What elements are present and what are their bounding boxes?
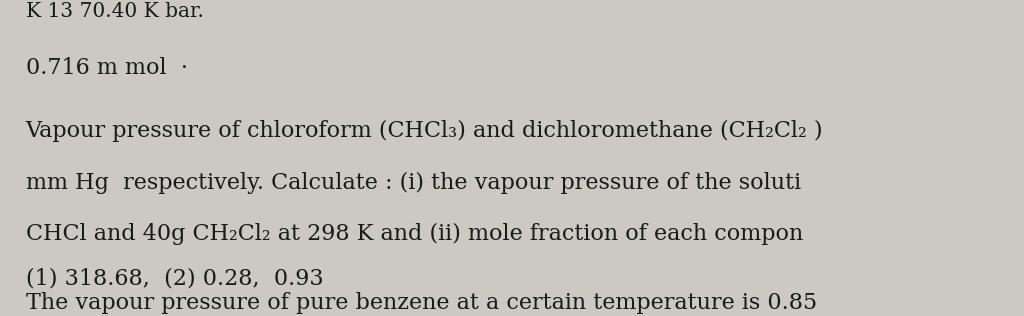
Text: CHCl and 40g CH₂Cl₂ at 298 K and (ii) mole fraction of each compon: CHCl and 40g CH₂Cl₂ at 298 K and (ii) mo…: [26, 223, 803, 245]
Text: (1) 318.68,  (2) 0.28,  0.93: (1) 318.68, (2) 0.28, 0.93: [26, 267, 324, 289]
Text: The vapour pressure of pure benzene at a certain temperature is 0.85: The vapour pressure of pure benzene at a…: [26, 292, 817, 314]
Text: mm Hg  respectively. Calculate : (i) the vapour pressure of the soluti: mm Hg respectively. Calculate : (i) the …: [26, 172, 801, 194]
Text: 0.716 m mol  ·: 0.716 m mol ·: [26, 57, 187, 79]
Text: K 13 70.40 K bar.: K 13 70.40 K bar.: [26, 2, 204, 21]
Text: Vapour pressure of chloroform (CHCl₃) and dichloromethane (CH₂Cl₂ ): Vapour pressure of chloroform (CHCl₃) an…: [26, 120, 823, 142]
